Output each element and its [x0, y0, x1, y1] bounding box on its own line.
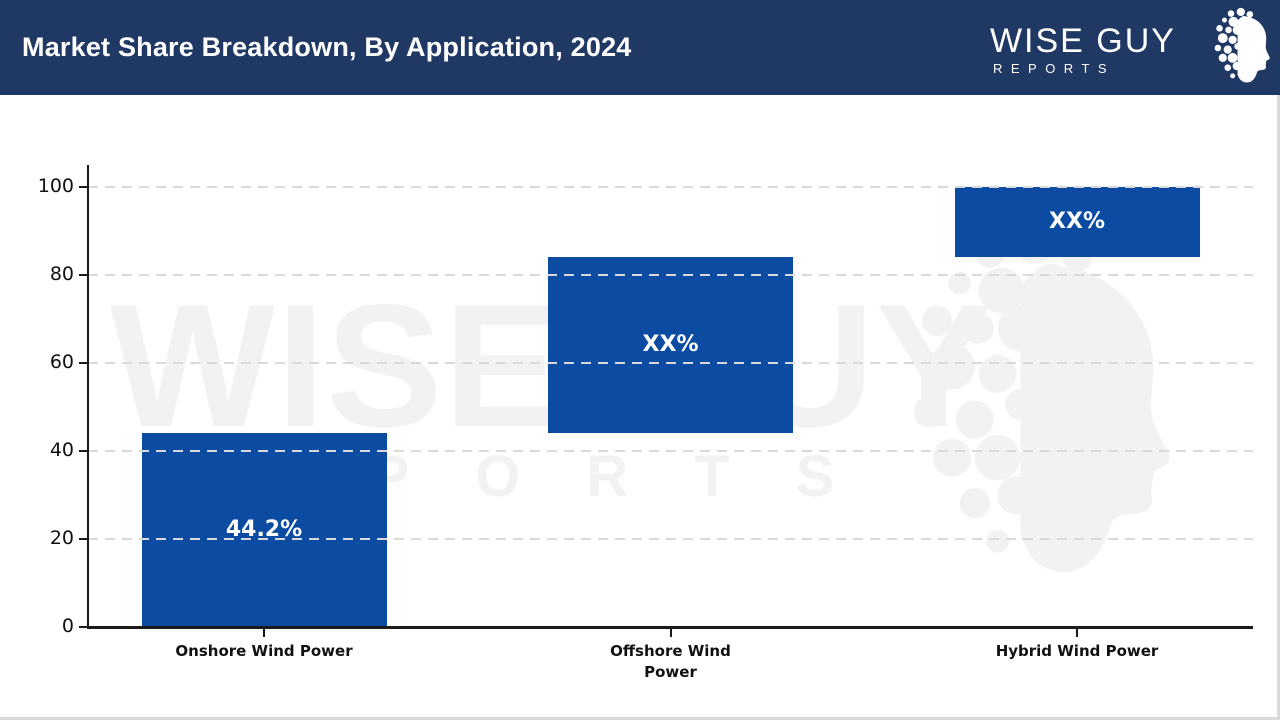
category-label-hybrid-wind-power: Hybrid Wind Power	[995, 642, 1159, 660]
chart-title: Market Share Breakdown, By Application, …	[22, 32, 632, 62]
brand-face-icon	[1214, 7, 1270, 83]
y-tick-label-20: 20	[49, 527, 74, 549]
page-right-hairline	[1277, 95, 1280, 720]
y-axis-line	[87, 165, 89, 629]
y-tick-0	[79, 626, 87, 628]
page-bottom-hairline	[0, 717, 1280, 720]
y-tick-100	[79, 186, 87, 188]
x-tick-hybrid-wind-power	[1076, 629, 1078, 637]
gridline-80	[88, 274, 1253, 276]
gridline-40	[88, 450, 1253, 452]
brand-logo: WISE GUY REPORTS	[990, 24, 1176, 76]
bar-offshore-wind-power: XX%	[548, 256, 793, 433]
bar-hybrid-wind-power: XX%	[954, 187, 1200, 257]
x-axis-line	[87, 626, 1253, 629]
category-label-offshore-wind-power: Offshore Wind Power	[610, 642, 731, 681]
brand-logo-wise-guy: WISE GUY	[989, 22, 1176, 60]
y-tick-80	[79, 274, 87, 276]
bar-value-label-hybrid-wind-power: XX%	[1049, 209, 1105, 235]
y-tick-label-100: 100	[37, 175, 74, 197]
y-tick-label-60: 60	[49, 351, 74, 373]
y-tick-40	[79, 450, 87, 452]
gridline-100	[88, 186, 1253, 188]
y-tick-label-80: 80	[49, 263, 74, 285]
y-tick-20	[79, 538, 87, 540]
category-label-onshore-wind-power: Onshore Wind Power	[175, 642, 353, 660]
y-tick-label-0: 0	[61, 615, 74, 637]
bar-value-label-offshore-wind-power: XX%	[642, 332, 699, 358]
y-tick-60	[79, 362, 87, 364]
gridline-60	[88, 362, 1253, 364]
header-band: Market Share Breakdown, By Application, …	[0, 0, 1280, 95]
gridline-20	[88, 538, 1253, 540]
bar-onshore-wind-power: 44.2%	[141, 432, 387, 627]
watermark-face-icon	[914, 225, 1170, 572]
y-tick-label-40: 40	[49, 439, 74, 461]
x-tick-onshore-wind-power	[263, 629, 265, 637]
brand-logo-reports: REPORTS	[992, 61, 1116, 76]
x-tick-offshore-wind-power	[669, 629, 672, 637]
